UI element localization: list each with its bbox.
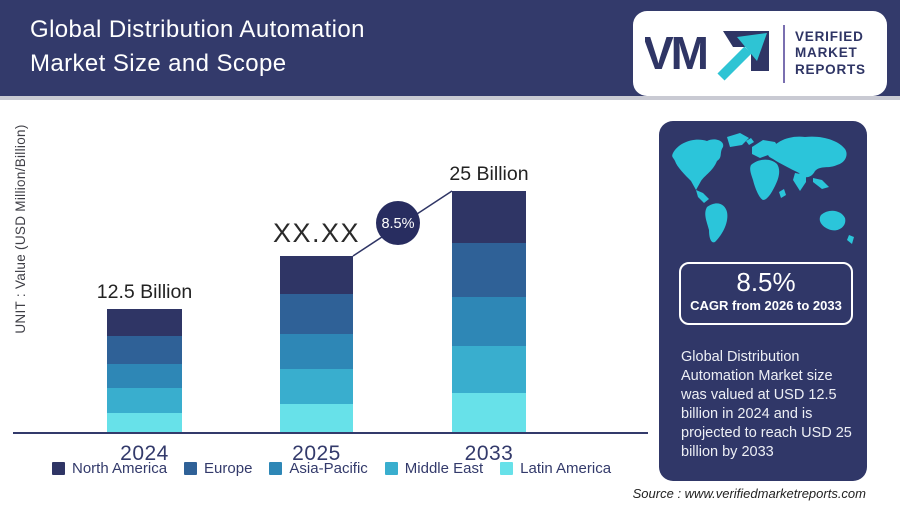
vmr-logo: VM VERIFIED MARKET REPORTS	[633, 11, 887, 96]
x-tick-2024: 2024	[120, 442, 169, 465]
segment-north-america	[452, 191, 526, 244]
segment-latin-america	[107, 412, 182, 433]
x-tick-2033: 2033	[464, 442, 514, 465]
legend-label: Asia-Pacific	[289, 460, 368, 477]
page-title: Global Distribution Automation Market Si…	[30, 13, 365, 81]
legend-item-asia-pacific: Asia-Pacific	[269, 460, 368, 477]
segment-asia-pacific	[280, 333, 353, 370]
source-attribution: Source : www.verifiedmarketreports.com	[632, 486, 866, 501]
segment-north-america	[107, 309, 182, 336]
legend-label: North America	[72, 460, 168, 477]
segment-europe	[107, 335, 182, 364]
segment-asia-pacific	[107, 363, 182, 389]
legend-label: Europe	[204, 460, 253, 477]
cagr-value: 8.5%	[736, 267, 796, 297]
cagr-label: CAGR from 2026 to 2033	[690, 298, 842, 313]
bar-value-label: 25 Billion	[449, 163, 529, 185]
y-axis-label: UNIT : Value (USD Million/Billion)	[13, 124, 28, 334]
chart-legend: North America Europe Asia-Pacific Middle Ea…	[52, 460, 611, 477]
world-map-icon	[672, 133, 854, 244]
page-title-line1: Global Distribution Automation	[30, 16, 365, 43]
segment-north-america	[280, 256, 353, 295]
segment-latin-america	[452, 393, 526, 433]
legend-swatch-icon	[269, 462, 283, 475]
legend-swatch-icon	[52, 462, 65, 475]
segment-latin-america	[280, 403, 353, 433]
x-axis-line	[13, 432, 648, 434]
legend-item-europe: Europe	[184, 460, 252, 477]
bar-2024: 12.5 Billion 2024	[97, 281, 192, 465]
logo-divider	[783, 24, 785, 83]
legend-swatch-icon	[184, 462, 198, 475]
sidebar-panel: 8.5% CAGR from 2026 to 2033 Global Distr…	[659, 121, 867, 481]
segment-europe	[280, 294, 353, 334]
market-summary-text: Global Distribution Automation Market si…	[681, 349, 852, 460]
legend-label: Latin America	[520, 460, 612, 477]
bar-2025: XX.XX 2025	[273, 218, 359, 465]
segment-middle-east	[107, 388, 182, 413]
segment-europe	[452, 243, 526, 298]
page-title-line2: Market Size and Scope	[30, 50, 287, 77]
segment-middle-east	[452, 345, 526, 394]
bar-2033: 25 Billion 2033	[449, 163, 528, 465]
brand-name: VERIFIED MARKET REPORTS	[795, 29, 866, 79]
segment-asia-pacific	[452, 297, 526, 346]
legend-item-north-america: North America	[52, 460, 167, 477]
brand-line-market: MARKET	[795, 45, 858, 61]
legend-swatch-icon	[500, 462, 514, 475]
svg-text:VM: VM	[645, 27, 707, 79]
x-tick-2025: 2025	[292, 442, 341, 465]
legend-swatch-icon	[384, 462, 398, 475]
brand-line-reports: REPORTS	[795, 61, 866, 77]
vmr-logo-icon: VM	[645, 27, 769, 81]
bar-value-label: XX.XX	[272, 218, 361, 248]
legend-label: Middle East	[404, 460, 484, 477]
legend-item-latin-america: Latin America	[500, 460, 611, 477]
brand-line-verified: VERIFIED	[795, 28, 864, 44]
legend-item-middle-east: Middle East	[384, 460, 484, 477]
bar-value-label: 12.5 Billion	[96, 281, 193, 303]
segment-middle-east	[280, 369, 353, 404]
cagr-box: 8.5% CAGR from 2026 to 2033	[679, 262, 853, 325]
